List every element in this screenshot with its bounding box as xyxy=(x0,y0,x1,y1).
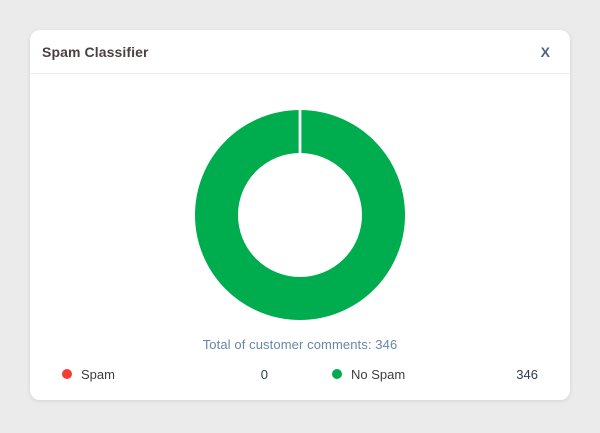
spam-legend-dot-icon xyxy=(62,369,72,379)
spam-classifier-card: Spam Classifier X Total of customer comm… xyxy=(30,30,570,400)
legend-label-spam: Spam xyxy=(81,366,115,382)
legend-label-no-spam: No Spam xyxy=(351,366,406,382)
legend-key-spam: Spam xyxy=(62,367,115,382)
donut-chart xyxy=(195,109,405,320)
card-header: Spam Classifier X xyxy=(30,30,570,74)
legend-value-no-spam: 346 xyxy=(516,366,538,382)
close-button[interactable]: X xyxy=(533,41,558,63)
total-comments-text: Total of customer comments: 346 xyxy=(202,337,398,352)
card-title: Spam Classifier xyxy=(42,43,149,60)
legend-item-no-spam[interactable]: No Spam 346 xyxy=(300,367,570,382)
donut-chart-svg xyxy=(195,109,405,320)
card-body: Total of customer comments: 346 Spam 0 N… xyxy=(30,74,570,400)
chart-legend: Spam 0 No Spam 346 xyxy=(30,352,570,400)
legend-value-spam: 0 xyxy=(260,366,268,382)
no-spam-legend-dot-icon xyxy=(332,369,342,379)
legend-key-no-spam: No Spam xyxy=(332,367,405,382)
legend-item-spam[interactable]: Spam 0 xyxy=(30,367,300,382)
